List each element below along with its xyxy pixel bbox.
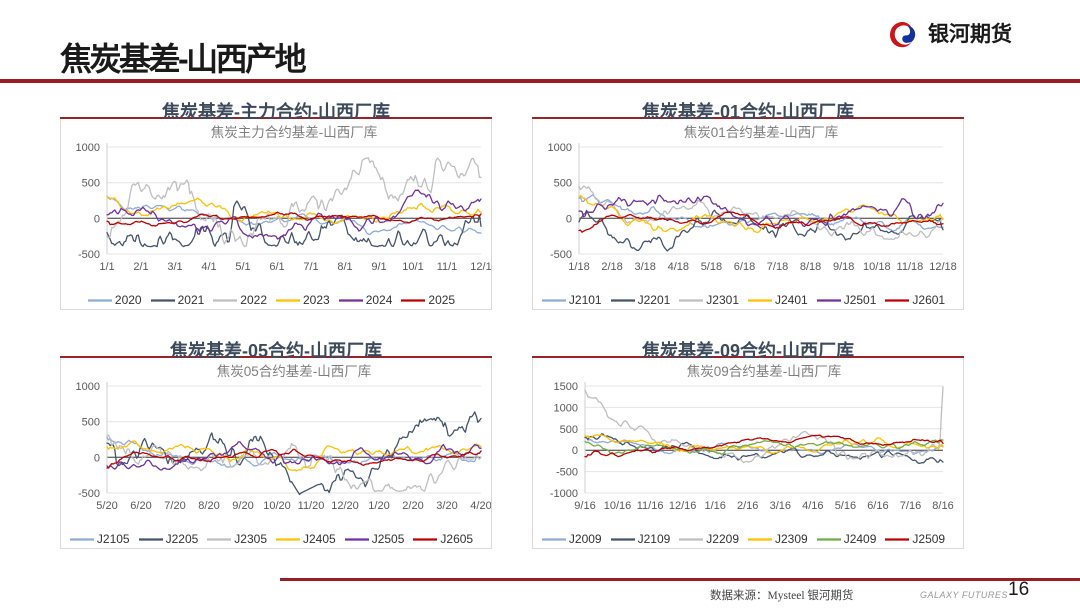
svg-text:1000: 1000 [76,381,100,393]
svg-text:1/18: 1/18 [568,261,589,273]
svg-text:2/16: 2/16 [737,500,758,512]
svg-text:3/16: 3/16 [770,500,791,512]
svg-text:5/1: 5/1 [235,261,250,273]
svg-text:6/16: 6/16 [867,500,888,512]
svg-text:9/1: 9/1 [371,261,386,273]
svg-text:-500: -500 [556,467,578,479]
svg-text:0: 0 [566,213,572,225]
svg-text:7/20: 7/20 [164,500,185,512]
svg-text:11/20: 11/20 [298,500,325,512]
svg-text:12/20: 12/20 [331,500,359,512]
svg-text:12/1: 12/1 [470,261,491,273]
svg-text:10/20: 10/20 [263,500,291,512]
svg-text:6/1: 6/1 [269,261,284,273]
svg-text:-1000: -1000 [550,488,578,500]
svg-text:-500: -500 [78,249,100,261]
svg-text:500: 500 [82,178,100,190]
svg-text:2/18: 2/18 [601,261,622,273]
svg-text:11/1: 11/1 [437,261,458,273]
svg-text:4/16: 4/16 [802,500,823,512]
svg-text:10/1: 10/1 [402,261,423,273]
svg-text:6/20: 6/20 [130,500,151,512]
svg-text:2/1: 2/1 [133,261,148,273]
svg-text:3/18: 3/18 [634,261,655,273]
svg-text:12/16: 12/16 [669,500,697,512]
svg-text:500: 500 [554,178,572,190]
svg-text:5/20: 5/20 [96,500,117,512]
svg-text:4/18: 4/18 [668,261,689,273]
svg-text:1/1: 1/1 [99,261,114,273]
svg-text:0: 0 [572,445,578,457]
svg-text:3/1: 3/1 [167,261,182,273]
svg-text:0: 0 [94,452,100,464]
svg-text:2/20: 2/20 [402,500,423,512]
svg-text:9/18: 9/18 [833,261,854,273]
svg-text:1/20: 1/20 [368,500,389,512]
svg-text:1000: 1000 [554,402,578,414]
svg-text:7/1: 7/1 [303,261,318,273]
svg-text:焦炭主力合约基差-山西厂库: 焦炭主力合约基差-山西厂库 [211,124,378,140]
svg-text:8/20: 8/20 [198,500,219,512]
svg-text:3/20: 3/20 [436,500,457,512]
svg-text:500: 500 [560,424,578,436]
svg-text:12/18: 12/18 [929,261,957,273]
svg-text:焦炭05合约基差-山西厂库: 焦炭05合约基差-山西厂库 [217,363,372,379]
svg-text:1000: 1000 [548,142,572,154]
svg-text:6/18: 6/18 [734,261,755,273]
svg-text:1500: 1500 [554,381,578,393]
svg-text:10/18: 10/18 [863,261,891,273]
svg-text:500: 500 [82,417,100,429]
svg-text:-500: -500 [550,249,572,261]
svg-text:0: 0 [94,213,100,225]
svg-text:11/18: 11/18 [897,261,924,273]
svg-text:8/16: 8/16 [932,500,953,512]
svg-text:4/1: 4/1 [201,261,216,273]
svg-text:11/16: 11/16 [637,500,664,512]
svg-text:1000: 1000 [76,142,100,154]
svg-text:4/20: 4/20 [470,500,491,512]
svg-text:焦炭09合约基差-山西厂库: 焦炭09合约基差-山西厂库 [687,363,842,379]
svg-text:1/16: 1/16 [704,500,725,512]
svg-text:5/18: 5/18 [701,261,722,273]
svg-text:9/16: 9/16 [574,500,595,512]
svg-text:8/1: 8/1 [337,261,352,273]
svg-text:8/18: 8/18 [800,261,821,273]
svg-text:焦炭01合约基差-山西厂库: 焦炭01合约基差-山西厂库 [684,124,839,140]
svg-text:9/20: 9/20 [232,500,253,512]
svg-text:5/16: 5/16 [835,500,856,512]
svg-text:7/18: 7/18 [767,261,788,273]
svg-text:-500: -500 [78,488,100,500]
svg-text:10/16: 10/16 [604,500,632,512]
svg-text:7/16: 7/16 [900,500,921,512]
